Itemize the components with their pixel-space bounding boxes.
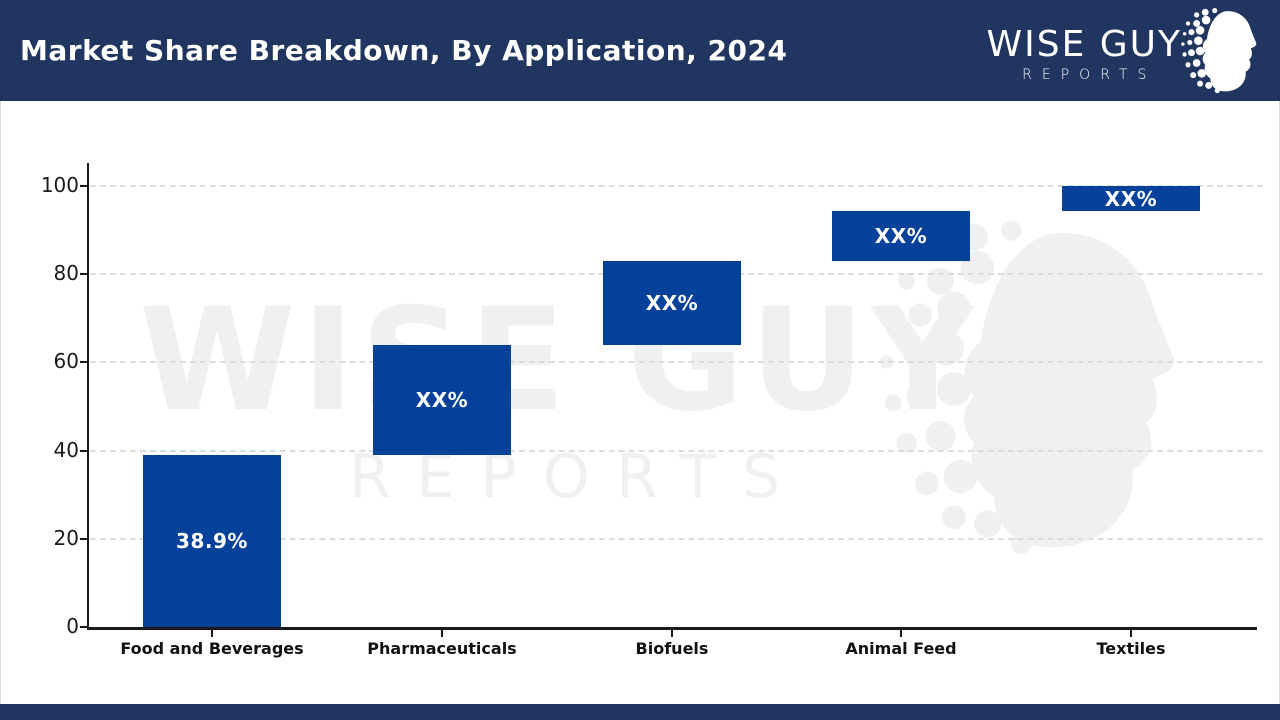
y-axis-tick-label: 80 (53, 261, 79, 286)
x-axis-label: Biofuels (635, 639, 709, 658)
x-axis-tick (211, 630, 213, 637)
x-axis-label: Textiles (1096, 639, 1166, 658)
y-axis-tick (80, 361, 87, 364)
y-axis-tick-label: 40 (53, 437, 79, 462)
x-axis-tick (900, 630, 902, 637)
bar-value-label: XX% (415, 388, 469, 413)
bar-value-label: 38.9% (176, 529, 248, 554)
gridline (90, 185, 1263, 187)
x-axis-label: Pharmaceuticals (367, 639, 517, 658)
y-axis-tick-label: 100 (40, 173, 79, 198)
bar-biofuels: XX% (603, 260, 741, 346)
y-axis-tick-label: 60 (53, 349, 79, 374)
x-axis-label: Food and Beverages (120, 639, 304, 658)
logo-text: WISE GUY REPORTS (986, 23, 1183, 83)
bar-textiles: XX% (1062, 186, 1200, 212)
x-axis-line (87, 627, 1257, 630)
gridline (90, 361, 1263, 364)
y-axis-tick (80, 449, 87, 452)
chart-area: WISE GUY REPORTS 0 20 40 60 80 100 38.9% Food a… (0, 101, 1280, 704)
logo-wordmark: WISE GUY (986, 23, 1182, 65)
bar-animal-feed: XX% (832, 211, 970, 261)
x-axis-tick (671, 630, 673, 637)
bar-value-label: XX% (1104, 186, 1158, 211)
y-axis-tick (80, 185, 87, 187)
x-axis-tick (1130, 630, 1132, 637)
y-axis-tick-label: 0 (66, 614, 79, 639)
bar-pharmaceuticals: XX% (373, 345, 511, 456)
gridline (90, 537, 1263, 540)
logo-subtitle: REPORTS (1022, 66, 1157, 83)
y-axis-tick-label: 20 (53, 525, 79, 550)
y-axis-tick (80, 537, 87, 540)
page-title: Market Share Breakdown, By Application, … (20, 34, 788, 67)
gridline (90, 449, 1263, 452)
footer-bar (0, 704, 1280, 720)
y-axis-line (87, 163, 89, 629)
watermark-wordmark: WISE GUY (139, 278, 980, 443)
bar-value-label: XX% (874, 223, 928, 248)
y-axis-tick (80, 626, 87, 628)
bar-food-and-beverages: 38.9% (143, 455, 281, 627)
bar-value-label: XX% (645, 290, 699, 315)
x-axis-tick (441, 630, 443, 637)
wise-guy-reports-logo: WISE GUY REPORTS (987, 6, 1263, 96)
x-axis-label: Animal Feed (845, 639, 957, 658)
header-bar: Market Share Breakdown, By Application, … (0, 0, 1280, 101)
y-axis-tick (80, 273, 87, 276)
